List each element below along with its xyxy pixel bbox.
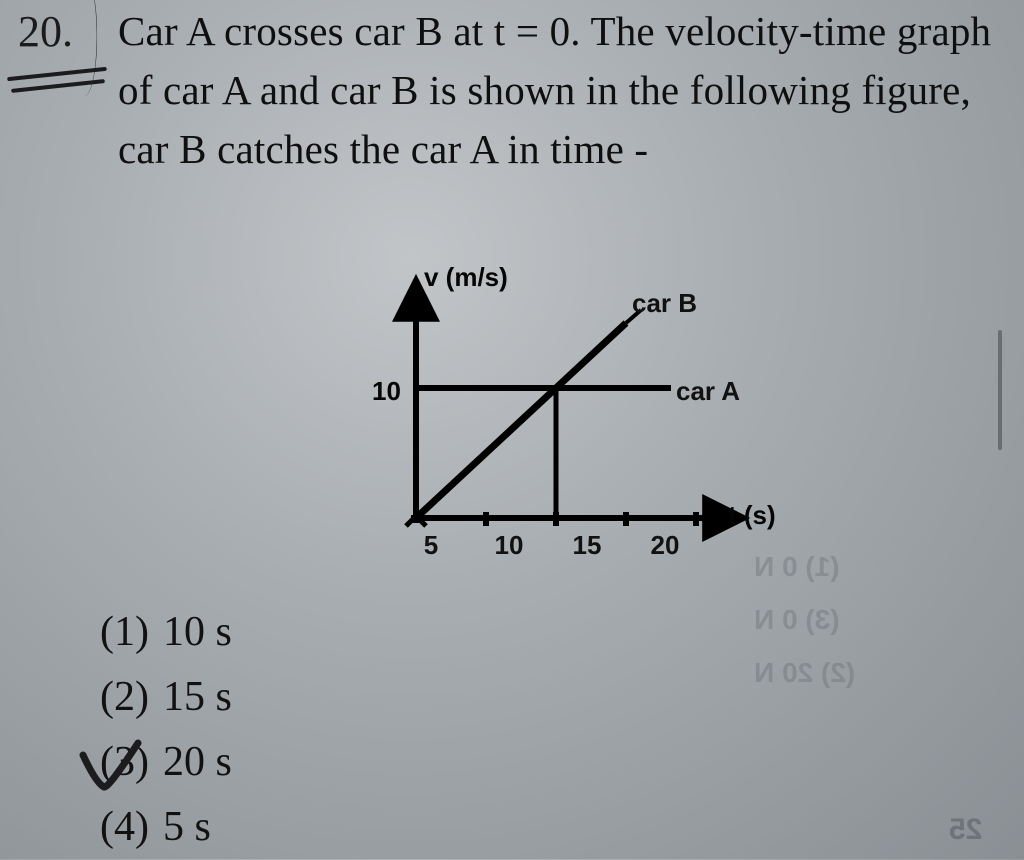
page-corner-number: 25 [949,813,982,847]
x-tick-labels: 5 10 15 20 [408,530,688,561]
bleed-line: (3) 0 N [754,593,1004,646]
double-underline [7,72,105,102]
y-tick-10: 10 [372,376,401,407]
carB-series-label: car B [632,288,697,319]
answer-options: (1) 10 s (2) 15 s (3) 20 s (4) 5 s [100,600,232,860]
question-number: 20. [18,6,73,57]
question-text: Car A crosses car B at t = 0. The veloci… [118,2,996,179]
option-2[interactable]: (2) 15 s [100,665,232,730]
side-shadow [998,330,1002,450]
bleed-line: (2) 20 N [754,646,1004,699]
xtick-20: 20 [642,530,688,561]
xtick-5: 5 [408,530,454,561]
xtick-15: 15 [564,530,610,561]
option-4[interactable]: (4) 5 s [100,795,232,860]
option-1-text: 10 s [163,600,232,665]
xtick-10: 10 [486,530,532,561]
bleedthrough-text: (1) 0 N (3) 0 N (2) 20 N [754,540,1004,700]
handwritten-tick-icon [78,735,148,795]
option-1[interactable]: (1) 10 s [100,600,232,665]
option-3-text: 20 s [163,730,232,795]
carA-series-label: car A [676,376,740,407]
vt-graph: v (m/s) 10 car B car A t (s) [346,268,806,568]
option-2-text: 15 s [163,665,232,730]
carB-series [416,323,626,518]
x-axis-label: t (s) [728,500,776,531]
bleed-line: (1) 0 N [754,540,1004,593]
y-axis-label: v (m/s) [424,262,508,293]
option-4-text: 5 s [163,795,211,860]
